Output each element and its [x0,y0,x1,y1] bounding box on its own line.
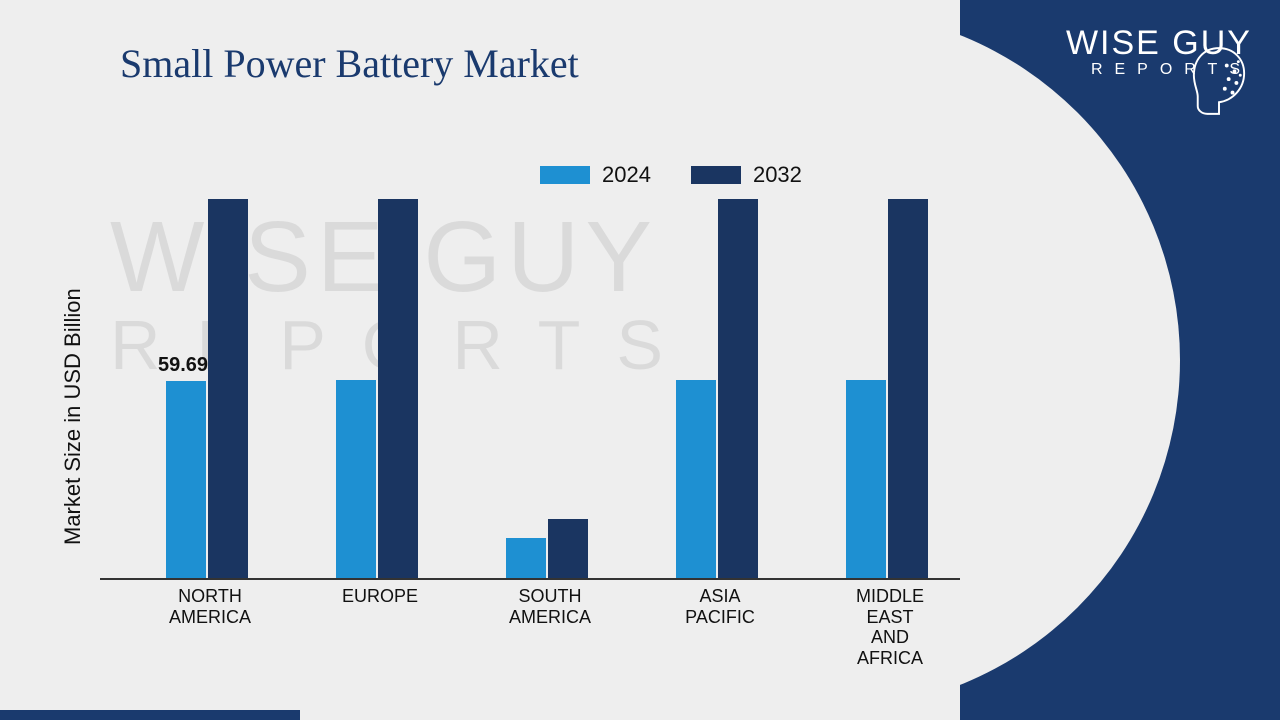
bar-2032 [378,199,418,578]
category-label: MIDDLEEASTANDAFRICA [815,586,965,669]
y-axis-label: Market Size in USD Billion [60,288,86,545]
bar-2024 [676,380,716,578]
category-label: ASIAPACIFIC [645,586,795,627]
bar-2024 [166,381,206,578]
bar-2032 [888,199,928,578]
x-axis [100,578,960,580]
chart-title: Small Power Battery Market [120,40,579,87]
brand-logo: WISE GUY REPORTS [1066,24,1252,79]
bar-2032 [548,519,588,578]
bar-2024 [336,380,376,578]
bar-2024 [846,380,886,578]
category-label: NORTHAMERICA [135,586,285,627]
stage: WISE GUY REPORTS Small Power Battery Mar… [0,0,1280,720]
bar-2032 [208,199,248,578]
chart-area: 59.69 [100,150,960,580]
bar-2024 [506,538,546,578]
head-icon [1190,46,1248,116]
bar-2032 [718,199,758,578]
category-label: SOUTHAMERICA [475,586,625,627]
footer-accent-bar [0,710,300,720]
category-label: EUROPE [305,586,455,607]
bar-value-label: 59.69 [158,354,208,377]
